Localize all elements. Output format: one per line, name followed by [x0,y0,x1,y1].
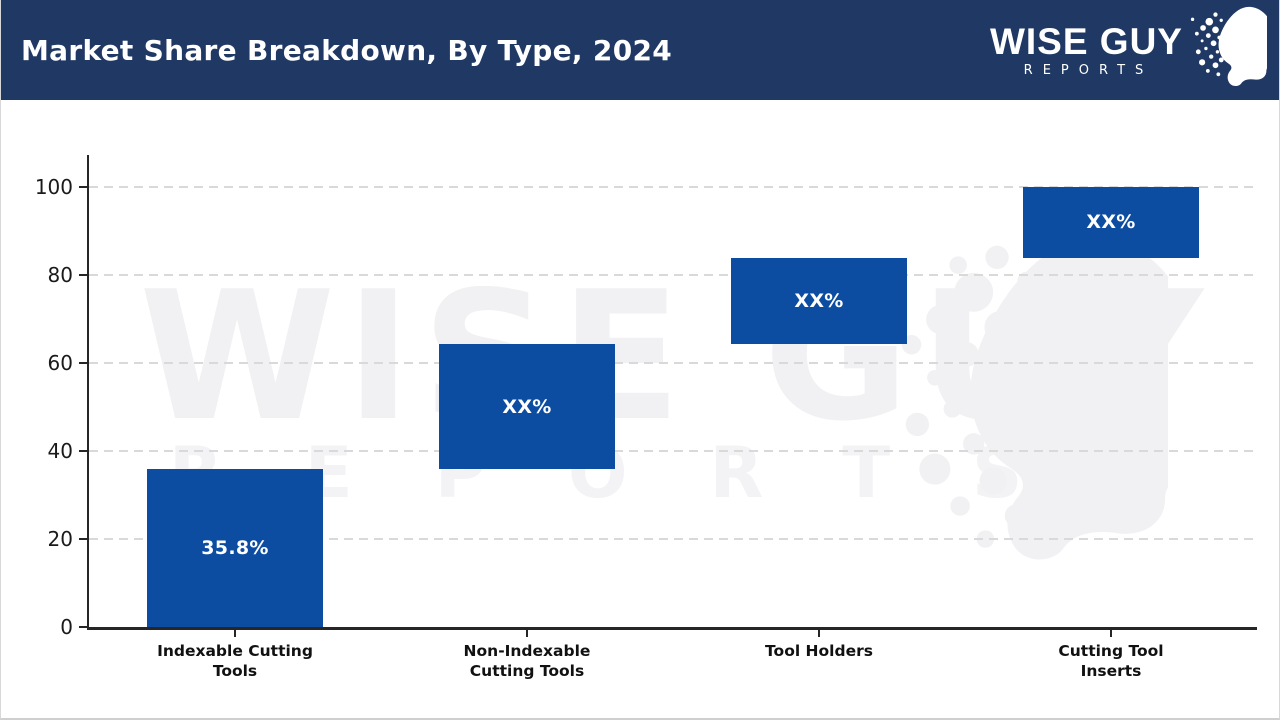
y-tick-0 [79,626,87,628]
x-category-label-1: Non-Indexable Cutting Tools [463,642,591,680]
brand-text: WISE GUY REPORTS [989,21,1183,79]
y-tick-label-60: 60 [47,351,73,375]
brand-head-dots [1190,12,1224,77]
y-tick-label-100: 100 [34,175,73,199]
x-category-label-2: Tool Holders [765,642,873,660]
y-tick-100 [79,186,87,188]
x-tick-1 [526,629,528,637]
gridline-100 [89,186,1257,188]
bar-value-label: XX% [794,289,844,312]
brand-logo: WISE GUY REPORTS [989,5,1279,95]
x-tick-3 [1110,629,1112,637]
y-tick-label-40: 40 [47,439,73,463]
gridline-60 [89,362,1257,364]
bar-value-label: 35.8% [201,537,269,560]
gridline-20 [89,538,1257,540]
brand-name: WISE GUY [989,21,1183,62]
bar-cutting-tool-inserts: XX% [1023,187,1199,258]
y-tick-80 [79,274,87,276]
gridline-40 [89,450,1257,452]
x-tick-2 [818,629,820,637]
x-category-label-0: Indexable Cutting Tools [157,642,313,680]
y-tick-label-20: 20 [47,527,73,551]
bar-value-label: XX% [1086,211,1136,234]
y-axis-line [87,155,89,629]
y-tick-label-80: 80 [47,263,73,287]
y-tick-60 [79,362,87,364]
bar-tool-holders: XX% [731,257,907,345]
y-tick-40 [79,450,87,452]
y-tick-label-0: 0 [60,615,73,639]
header-bar: Market Share Breakdown, By Type, 2024 WI… [1,0,1279,100]
x-axis-line [87,627,1257,630]
x-category-label-3: Cutting Tool Inserts [1058,642,1164,680]
brand-face-icon [1185,5,1279,95]
bar-non-indexable-cutting-tools: XX% [439,344,615,470]
gridline-80 [89,274,1257,276]
y-tick-20 [79,538,87,540]
page-title: Market Share Breakdown, By Type, 2024 [21,33,673,67]
bar-value-label: XX% [502,395,552,418]
brand-tagline: REPORTS [1023,63,1154,78]
x-tick-0 [234,629,236,637]
bar-indexable-cutting-tools: 35.8% [147,469,323,627]
